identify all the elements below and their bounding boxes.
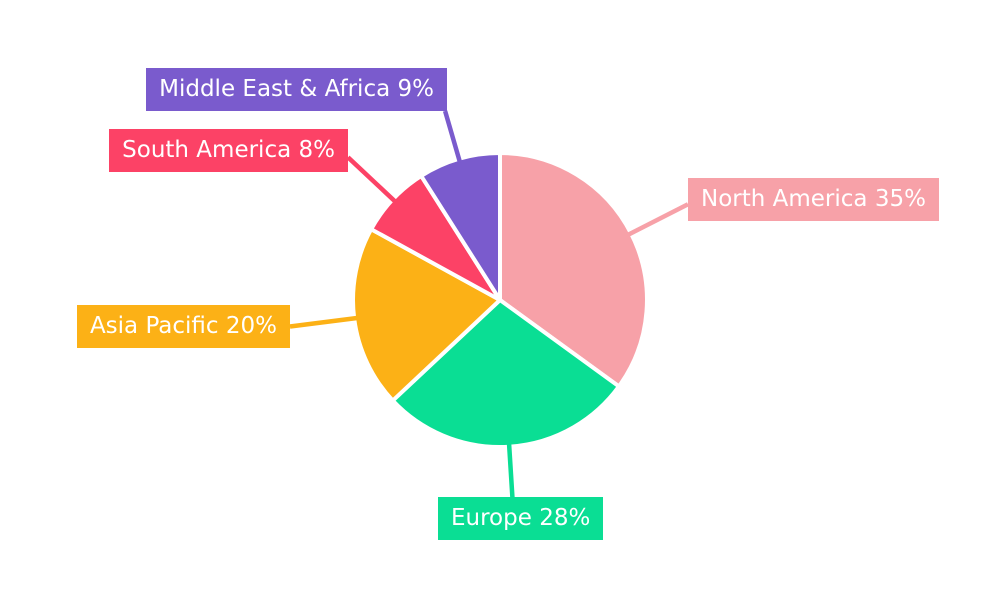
callout-middle-east-africa: Middle East & Africa 9% [146,68,447,111]
callout-north-america: North America 35% [688,178,939,221]
callout-north-america-label: North America 35% [701,186,926,212]
leader-line-south-america [346,155,398,204]
callout-europe-label: Europe 28% [451,505,591,531]
callout-south-america-label: South America 8% [122,137,335,163]
leader-line-europe [506,442,515,498]
callout-asia-pacific-label: Asia Pacific 20% [89,313,277,339]
leader-line-middle-east-africa [442,110,463,164]
callout-south-america: South America 8% [109,129,348,172]
callout-middle-east-africa-label: Middle East & Africa 9% [159,76,434,102]
leader-line-asia-pacific [289,315,359,329]
leader-line-north-america [626,202,690,238]
callout-asia-pacific: Asia Pacific 20% [76,305,290,348]
callout-europe: Europe 28% [438,497,604,540]
